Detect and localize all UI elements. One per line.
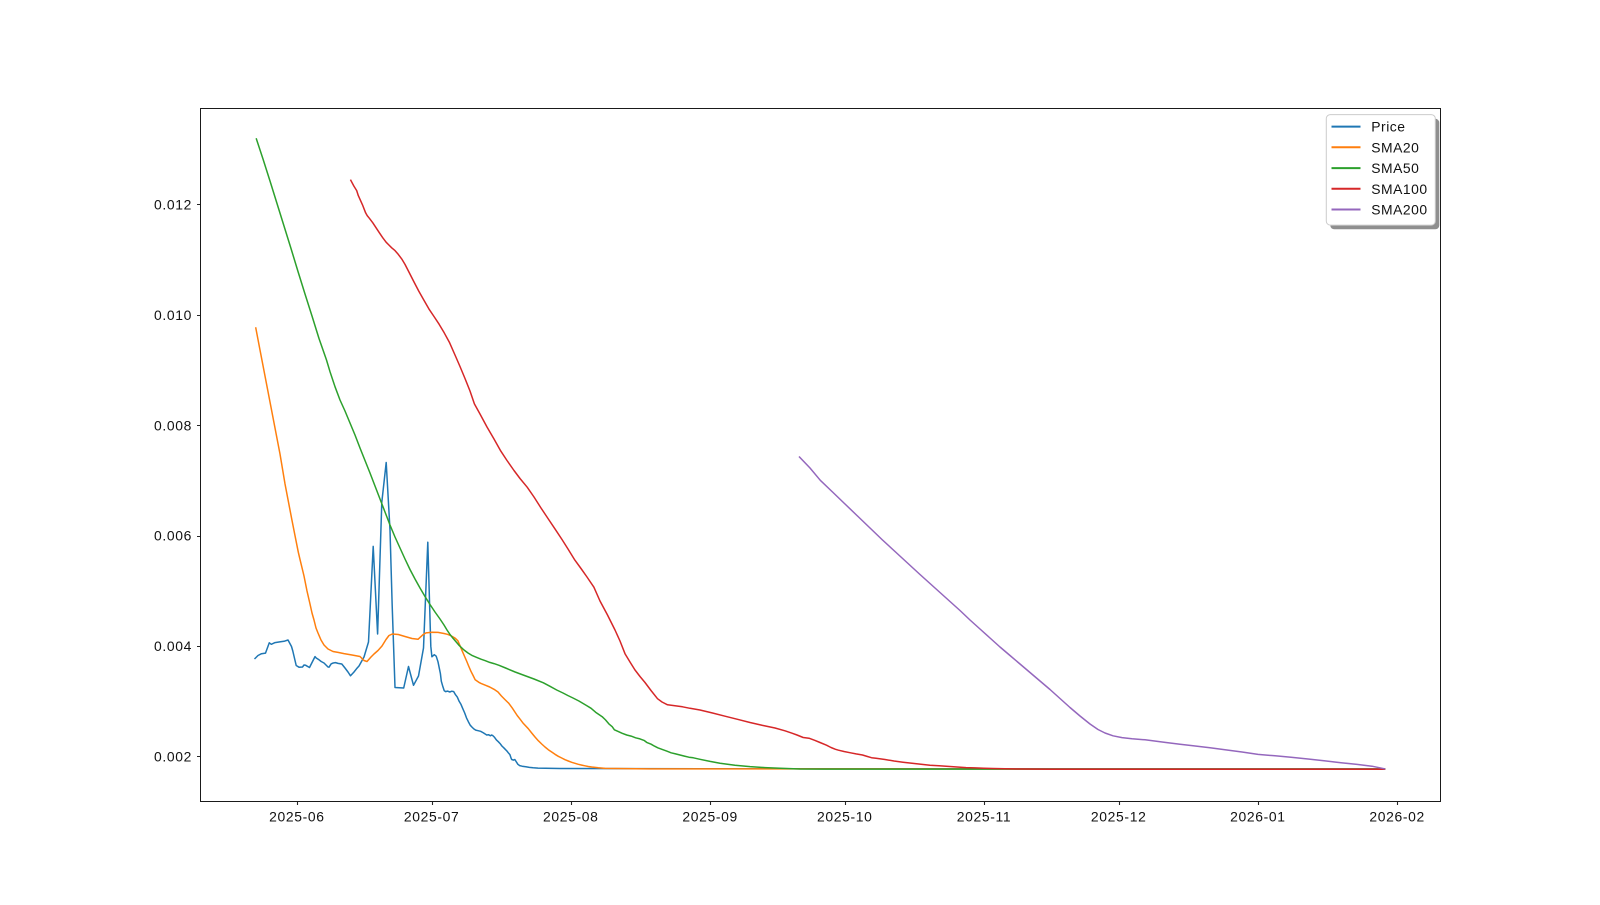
svg-text:0.004: 0.004 xyxy=(154,638,192,654)
svg-text:Price: Price xyxy=(1371,119,1405,135)
svg-text:2025-12: 2025-12 xyxy=(1091,808,1147,824)
svg-text:0.006: 0.006 xyxy=(154,528,192,544)
svg-text:2025-08: 2025-08 xyxy=(543,808,599,824)
svg-text:0.008: 0.008 xyxy=(154,417,192,433)
svg-text:0.002: 0.002 xyxy=(154,749,192,765)
svg-text:2026-01: 2026-01 xyxy=(1230,808,1286,824)
svg-text:SMA200: SMA200 xyxy=(1371,202,1427,218)
svg-text:2025-11: 2025-11 xyxy=(957,808,1012,824)
svg-text:2025-06: 2025-06 xyxy=(269,808,325,824)
svg-text:2025-09: 2025-09 xyxy=(682,808,738,824)
svg-text:2026-02: 2026-02 xyxy=(1369,808,1425,824)
svg-text:0.012: 0.012 xyxy=(154,197,192,213)
svg-text:2025-07: 2025-07 xyxy=(404,808,460,824)
svg-text:SMA100: SMA100 xyxy=(1371,181,1427,197)
svg-text:0.010: 0.010 xyxy=(154,307,192,323)
svg-text:2025-10: 2025-10 xyxy=(817,808,873,824)
svg-text:SMA50: SMA50 xyxy=(1371,160,1419,176)
svg-text:SMA20: SMA20 xyxy=(1371,139,1419,155)
